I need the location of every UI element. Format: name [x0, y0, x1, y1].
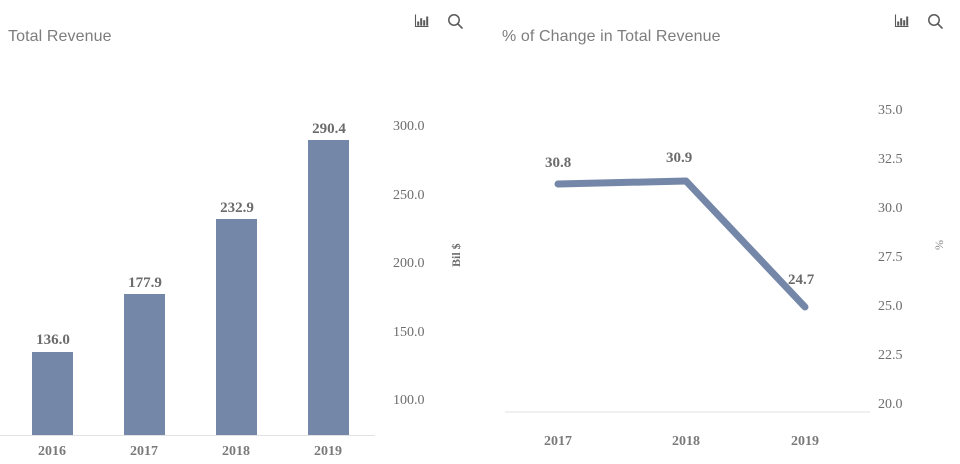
bar-chart-plot: 136.0 177.9 232.9 290.4 2016 2017 2018 2… [0, 60, 400, 459]
y-axis-title: % [932, 240, 946, 250]
bar-2017[interactable] [124, 294, 165, 435]
panel-toolbar-left [411, 10, 466, 32]
panel-total-revenue: Total Revenue [0, 10, 466, 459]
panel-percent-change: % of Change in Total Revenue [480, 0, 960, 464]
y-tick-label: 27.5 [878, 250, 903, 265]
y-tick-label: 200.0 [393, 256, 425, 271]
y-tick-label: 25.0 [878, 299, 903, 314]
y-tick-label: 32.5 [878, 152, 903, 167]
chart-icon[interactable] [891, 10, 913, 32]
y-tick-label: 20.0 [878, 397, 903, 412]
x-axis-line [0, 435, 375, 436]
chart-icon[interactable] [411, 10, 433, 32]
y-tick-label: 35.0 [878, 103, 903, 118]
x-tick-label: 2019 [791, 434, 819, 449]
page-title-total-revenue: Total Revenue [8, 28, 112, 45]
y-tick-label: 150.0 [393, 325, 425, 340]
bar-value-label: 290.4 [312, 121, 346, 137]
page-title-percent-change: % of Change in Total Revenue [502, 28, 721, 45]
x-tick-label: 2017 [130, 444, 158, 459]
bar-value-label: 232.9 [220, 200, 254, 216]
search-icon[interactable] [444, 10, 466, 32]
x-tick-label: 2016 [38, 444, 66, 459]
line-value-label: 30.8 [545, 155, 572, 171]
y-tick-label: 250.0 [393, 188, 425, 203]
y-tick-label: 300.0 [393, 119, 425, 134]
line-value-label: 24.7 [788, 272, 815, 288]
x-tick-label: 2018 [672, 434, 700, 449]
bar-2018[interactable] [216, 218, 257, 435]
y-axis-title: Bil $ [449, 243, 463, 267]
x-tick-label: 2019 [314, 444, 342, 459]
search-icon[interactable] [924, 10, 946, 32]
bar-value-label: 177.9 [128, 275, 162, 291]
y-tick-label: 22.5 [878, 348, 903, 363]
line-chart-plot [505, 177, 870, 413]
x-tick-label: 2017 [544, 434, 572, 449]
bar-value-label: 136.0 [36, 332, 70, 348]
line-value-label: 30.9 [666, 150, 693, 166]
bar-2019[interactable] [308, 140, 349, 435]
y-tick-label: 100.0 [393, 393, 425, 408]
y-tick-label: 30.0 [878, 201, 903, 216]
bar-2016[interactable] [32, 351, 73, 435]
panel-toolbar-right [891, 10, 946, 32]
x-tick-label: 2018 [222, 444, 250, 459]
